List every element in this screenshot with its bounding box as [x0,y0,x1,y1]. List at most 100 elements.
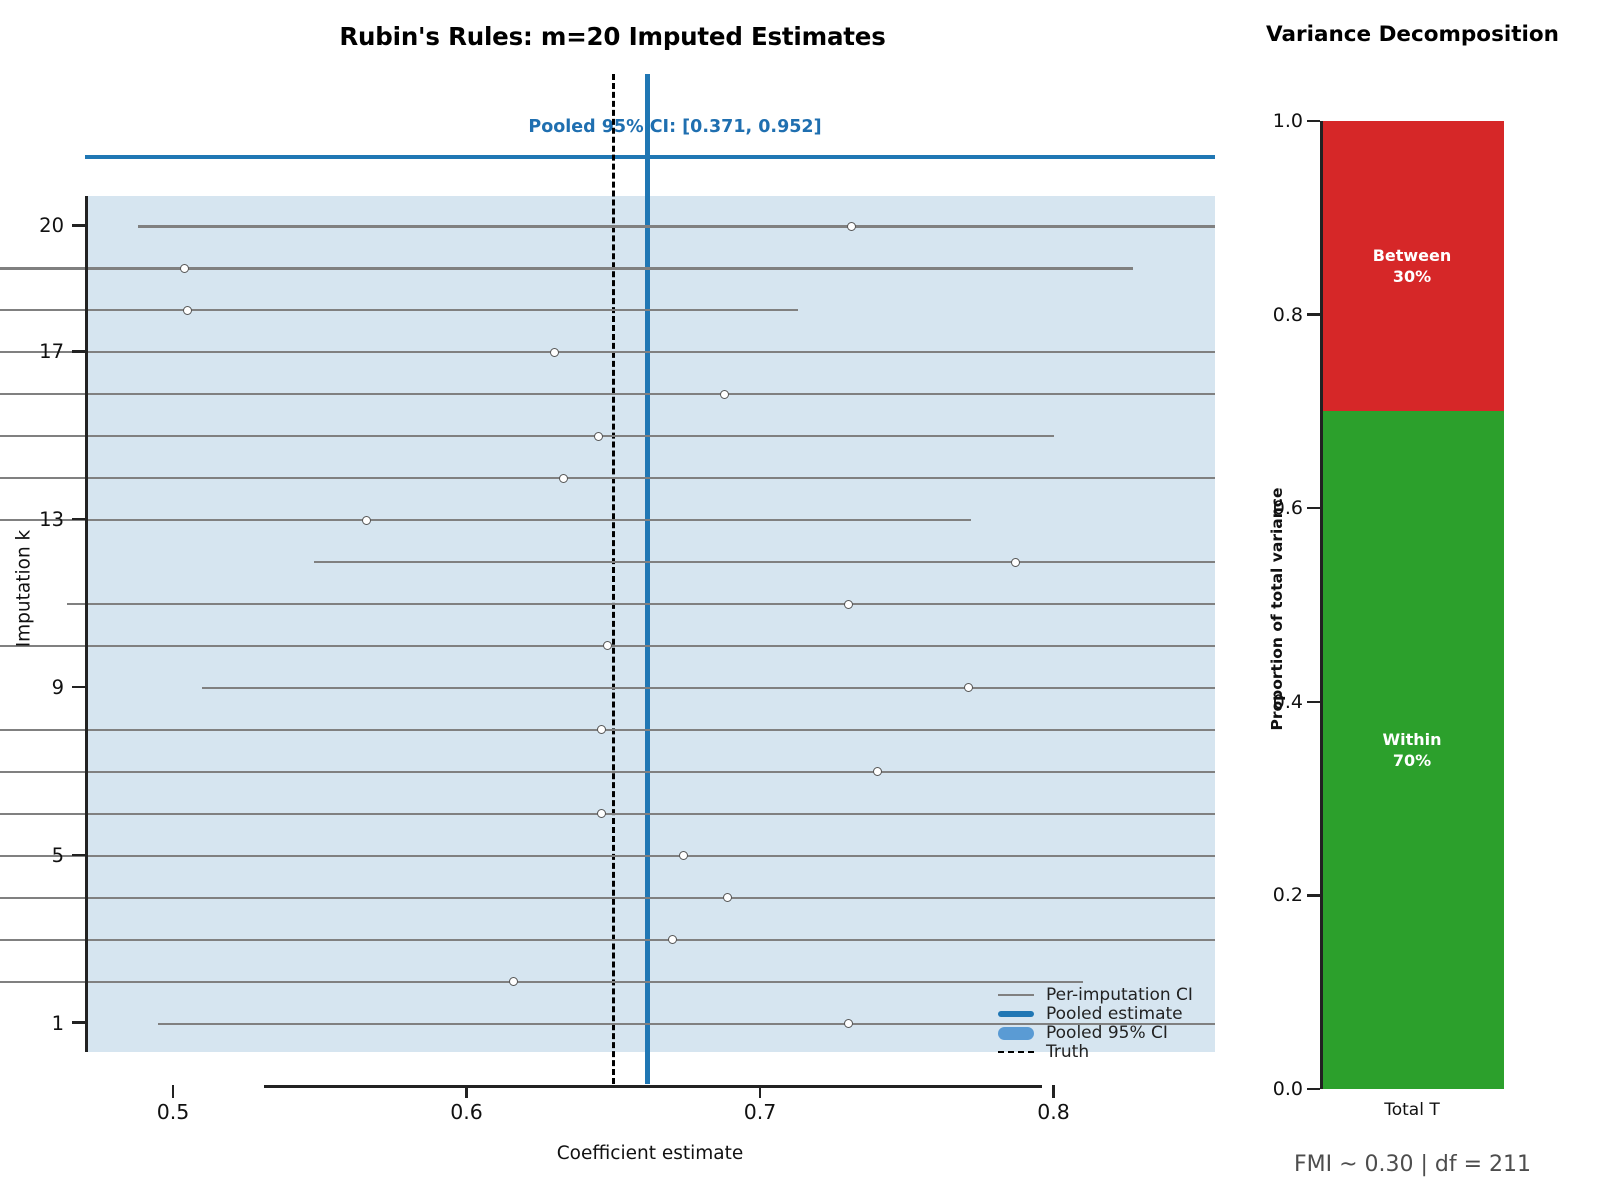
imputation-ci-row [0,767,1215,777]
imputation-ci-row [0,221,1215,231]
imputation-ci-row [0,389,1215,399]
x-axis-tick-label: 0.5 [156,1100,190,1124]
x-axis-tick [465,1085,468,1098]
forest-plot-panel: Rubin's Rules: m=20 Imputed Estimates Po… [0,22,1215,1164]
x-axis-tick [171,1085,175,1098]
imputation-ci-line [0,519,972,522]
imputation-estimate-marker [597,809,607,819]
imputation-ci-line [0,309,799,312]
variance-y-axis-tick [1307,1087,1320,1091]
y-axis-tick [72,350,85,353]
imputation-ci-line [0,477,1215,480]
truth-reference-line [611,74,615,1084]
y-axis-tick [72,685,85,689]
y-axis-tick-label: 5 [51,843,64,867]
imputation-estimate-marker [667,935,677,945]
imputation-ci-row [0,599,1215,609]
y-axis-line [85,196,88,1052]
imputation-estimate-marker [602,641,612,651]
y-axis-tick-label: 20 [39,214,64,238]
variance-segment-label: Within 70% [1382,729,1442,771]
imputation-ci-row [0,515,1215,525]
variance-y-axis-tick [1307,506,1320,510]
pooled-ci-band [85,196,1215,1052]
variance-y-axis-tick-label: 0.6 [1272,497,1303,520]
imputation-ci-row [0,725,1215,735]
imputation-ci-line [158,1022,1215,1025]
pooled-estimate-top-rule [85,155,1215,159]
variance-y-axis-tick-label: 0.8 [1272,303,1303,326]
imputation-estimate-marker [846,221,856,231]
imputation-estimate-marker [963,683,973,693]
variance-segment-within: Within 70% [1320,411,1504,1089]
imputation-estimate-marker [180,263,190,273]
imputation-ci-row [0,935,1215,945]
imputation-ci-row [0,305,1215,315]
x-axis-label: Coefficient estimate [556,1143,744,1164]
variance-bar-area: Within 70% Between 30% [1320,121,1504,1089]
imputation-ci-row [0,263,1215,273]
variance-decomposition-panel: Variance Decomposition Within 70% Between 3… [1225,0,1600,1200]
x-axis-tick [758,1085,762,1098]
variance-y-axis-tick [1307,700,1320,704]
fmi-footer-text: FMI ~ 0.30 | df = 211 [1293,1152,1532,1177]
variance-x-tick-label: Total T [1384,1100,1440,1120]
imputation-ci-line [202,686,1215,690]
imputation-estimate-marker [1010,557,1020,567]
imputation-ci-row [0,683,1215,693]
variance-y-axis-tick [1307,313,1320,316]
imputation-ci-line [0,896,1215,899]
variance-y-axis-tick-label: 0.0 [1272,1078,1303,1100]
legend-item: Per-imputation CI [995,984,1193,1005]
dashed-line-swatch-icon [995,1043,1037,1061]
variance-y-axis-tick-label: 1.0 [1272,110,1303,132]
imputation-ci-row [0,851,1215,861]
forest-plot-area [85,196,1215,1052]
variance-y-axis-tick [1307,894,1320,897]
y-axis-tick-label: 17 [39,340,64,364]
x-axis-line [264,1085,1042,1088]
imputation-ci-line [0,812,1215,815]
y-axis-tick-label: 1 [51,1011,64,1035]
y-axis-tick [72,1021,85,1024]
legend-item-label: Per-imputation CI [1046,984,1193,1005]
x-axis-tick [1052,1085,1055,1098]
imputation-estimate-marker [843,599,853,609]
imputation-ci-line [0,770,1215,774]
imputation-estimate-marker [362,515,372,525]
y-axis-tick-label: 13 [39,508,64,532]
imputation-estimate-marker [720,389,730,399]
imputation-ci-line [313,561,1215,564]
band-swatch-icon [995,1024,1037,1042]
y-axis-tick-label: 9 [51,675,64,699]
imputation-ci-row [0,431,1215,441]
imputation-ci-line [67,603,1215,606]
imputation-ci-row [0,641,1215,651]
variance-y-axis-label: Proportion of total variance [1268,487,1286,731]
imputation-ci-line [0,351,1215,354]
imputation-ci-line [0,854,1215,857]
variance-segment-label: Between 30% [1372,245,1452,287]
line-swatch-icon [995,986,1037,1004]
legend-item-label: Truth [1046,1041,1090,1062]
thick-line-swatch-icon [995,1005,1037,1023]
y-axis-tick [72,853,85,857]
imputation-estimate-marker [872,767,882,777]
variance-y-axis-tick-label: 0.4 [1272,690,1303,713]
imputation-estimate-marker [679,851,689,861]
pooled-estimate-line [644,74,650,1084]
x-axis-tick-label: 0.7 [743,1100,777,1124]
imputation-ci-line [0,393,1215,396]
imputation-estimate-marker [558,473,568,483]
pooled-ci-annotation: Pooled 95% CI: [0.371, 0.952] [528,117,822,137]
y-axis-tick [72,224,85,227]
imputation-ci-row [0,1019,1215,1029]
forest-plot-title: Rubin's Rules: m=20 Imputed Estimates [339,22,886,51]
imputation-ci-line [0,938,1215,941]
legend-item: Pooled estimate [995,1004,1193,1024]
variance-y-axis-tick [1307,119,1320,123]
imputation-ci-line [137,225,1215,228]
imputation-ci-row [0,473,1215,483]
forest-plot-legend: Per-imputation CI Pooled estimate Pooled 9… [995,984,1193,1062]
imputation-ci-row [0,347,1215,357]
